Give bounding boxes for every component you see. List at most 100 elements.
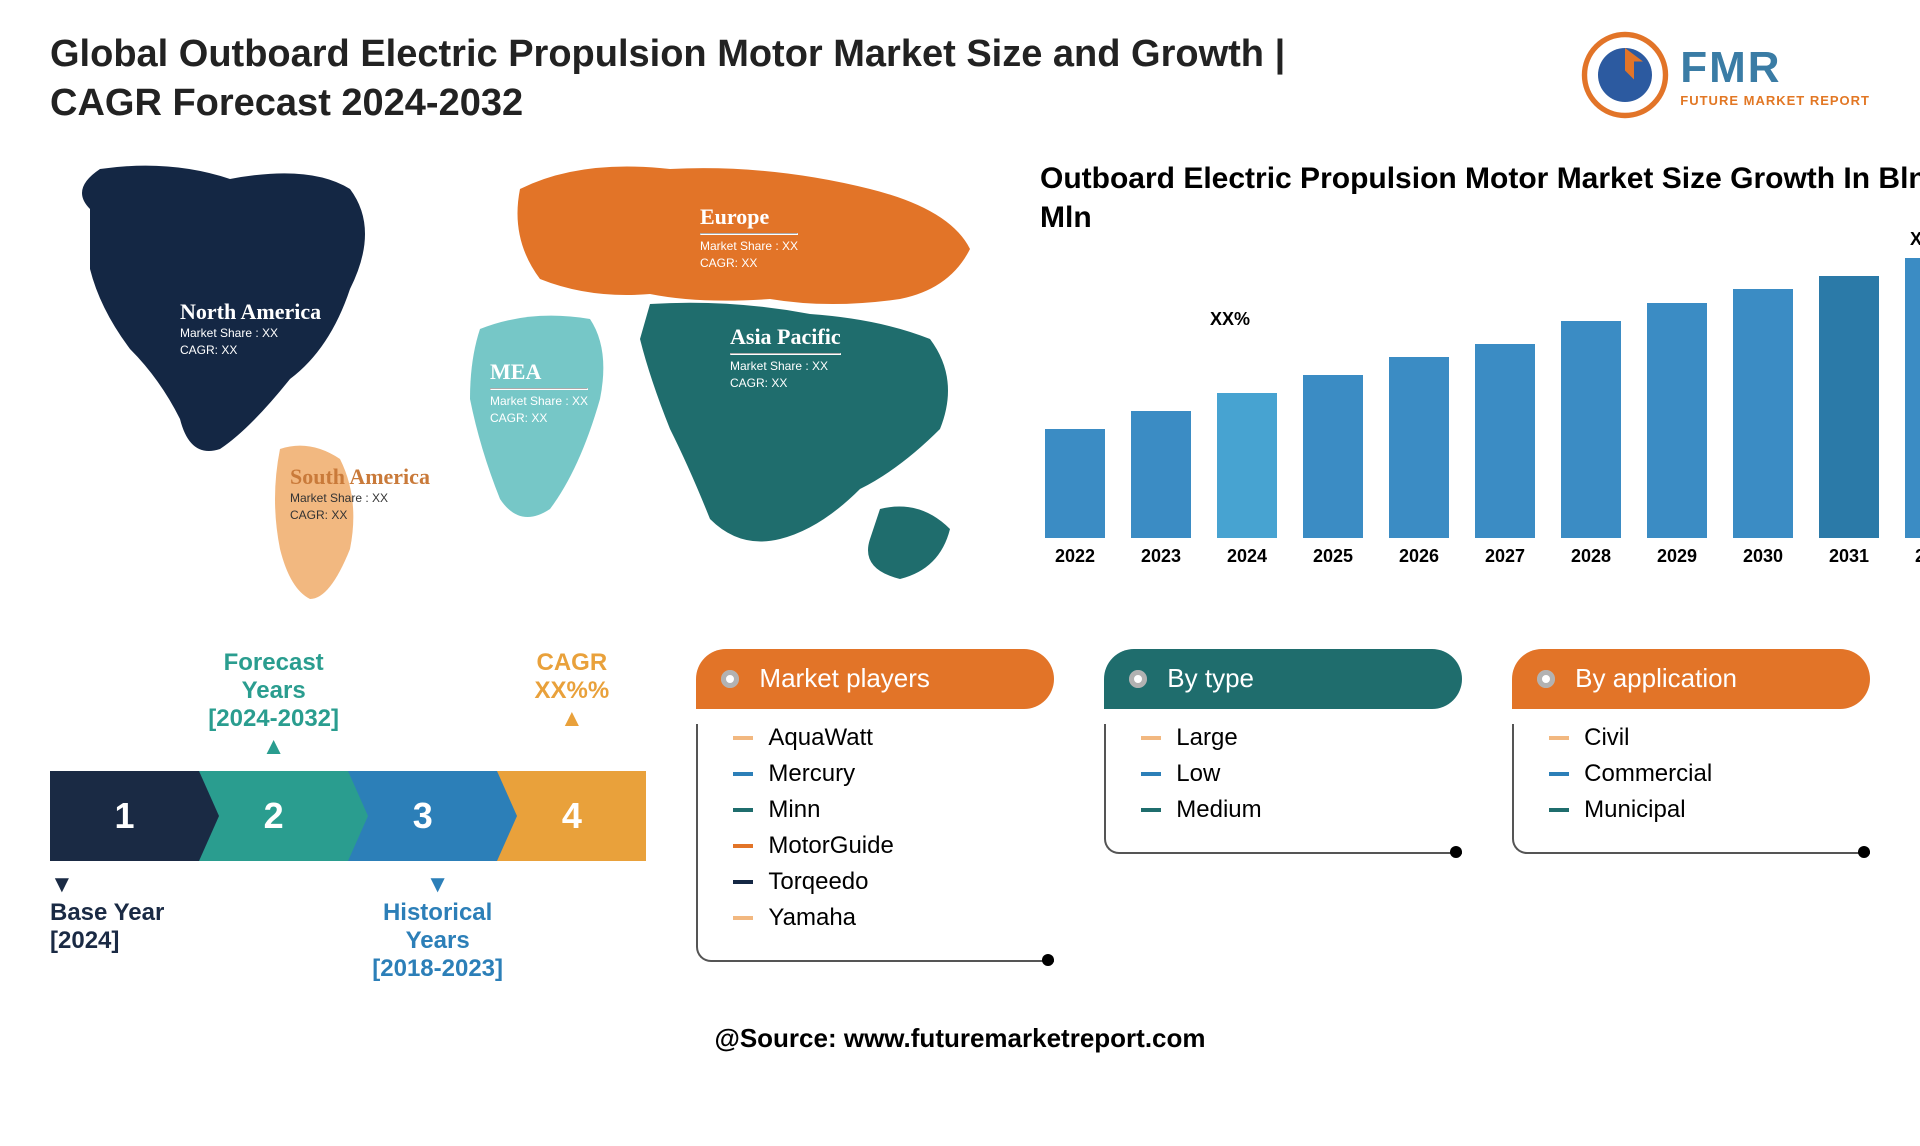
bar-label-2029: 2029 xyxy=(1657,546,1697,567)
dash-icon xyxy=(1141,772,1161,776)
tl-cagr-label: CAGR xyxy=(497,649,646,677)
cat-item-label: Yamaha xyxy=(768,904,856,932)
cat-item: Minn xyxy=(733,796,1054,824)
region-mea-name: MEA xyxy=(490,359,588,385)
source-attribution: @Source: www.futuremarketreport.com xyxy=(50,1023,1870,1054)
chart-title: Outboard Electric Propulsion Motor Marke… xyxy=(1040,159,1920,237)
chart-annot-2: XX% xyxy=(1910,229,1920,250)
bar-label-2032: 2032 xyxy=(1915,546,1920,567)
cat-item: Civil xyxy=(1549,724,1870,752)
bar-2032 xyxy=(1905,258,1920,538)
bar-label-2022: 2022 xyxy=(1055,546,1095,567)
cat-item: Mercury xyxy=(733,760,1054,788)
bar-2028 xyxy=(1561,321,1621,538)
cat-item-label: Low xyxy=(1176,760,1220,788)
region-eu-cagr: CAGR: XX xyxy=(700,255,798,272)
region-ap-cagr: CAGR: XX xyxy=(730,375,841,392)
bar-label-2026: 2026 xyxy=(1399,546,1439,567)
logo: FMR FUTURE MARKET REPORT xyxy=(1580,30,1870,120)
dash-icon xyxy=(733,880,753,884)
bar-2031 xyxy=(1819,276,1879,538)
bar-label-2024: 2024 xyxy=(1227,546,1267,567)
timeline: Forecast Years [2024-2032] ▲ CAGR XX%% ▲… xyxy=(50,649,646,983)
dash-icon xyxy=(1141,808,1161,812)
region-sa-cagr: CAGR: XX xyxy=(290,507,430,524)
timeline-seg-3: 3 xyxy=(348,771,497,861)
cat-item-label: Large xyxy=(1176,724,1237,752)
cat-item-label: Civil xyxy=(1584,724,1629,752)
bar-label-2030: 2030 xyxy=(1743,546,1783,567)
timeline-seg-1: 1 xyxy=(50,771,199,861)
region-sa-share: Market Share : XX xyxy=(290,490,430,507)
dash-icon xyxy=(733,808,753,812)
bar-label-2027: 2027 xyxy=(1485,546,1525,567)
cat-item: Commercial xyxy=(1549,760,1870,788)
market-players-col: Market players AquaWatt Mercury Minn MotorG… xyxy=(696,649,1054,962)
logo-subtitle: FUTURE MARKET REPORT xyxy=(1680,93,1870,108)
players-title: Market players xyxy=(759,663,930,694)
cat-item-label: Minn xyxy=(768,796,820,824)
bar-label-2025: 2025 xyxy=(1313,546,1353,567)
bar-2025 xyxy=(1303,375,1363,538)
cat-item-label: Mercury xyxy=(768,760,855,788)
region-na-name: North America xyxy=(180,299,321,325)
region-na-cagr: CAGR: XX xyxy=(180,342,321,359)
dash-icon xyxy=(1549,736,1569,740)
bar-chart: Outboard Electric Propulsion Motor Marke… xyxy=(1040,149,1920,609)
dash-icon xyxy=(733,916,753,920)
world-map: North America Market Share : XX CAGR: XX… xyxy=(50,149,1000,609)
cat-item-label: AquaWatt xyxy=(768,724,873,752)
dash-icon xyxy=(1549,808,1569,812)
region-sa-name: South America xyxy=(290,464,430,490)
app-title: By application xyxy=(1575,663,1737,694)
bar-2030 xyxy=(1733,289,1793,537)
tl-base-label: Base Year xyxy=(50,899,199,927)
cat-item-label: Medium xyxy=(1176,796,1261,824)
page-title: Global Outboard Electric Propulsion Moto… xyxy=(50,30,1350,129)
dash-icon xyxy=(733,844,753,848)
tl-forecast-range: [2024-2032] xyxy=(199,705,348,733)
cat-item-label: Municipal xyxy=(1584,796,1685,824)
chart-annot-1: XX% xyxy=(1210,309,1250,330)
tl-forecast-label: Forecast Years xyxy=(199,649,348,705)
region-na-share: Market Share : XX xyxy=(180,325,321,342)
logo-brand: FMR xyxy=(1680,43,1870,93)
by-type-col: By type Large Low Medium xyxy=(1104,649,1462,854)
region-eu-name: Europe xyxy=(700,204,798,230)
bar-2029 xyxy=(1647,303,1707,538)
bar-2024 xyxy=(1217,393,1277,538)
bar-2026 xyxy=(1389,357,1449,538)
by-application-col: By application Civil Commercial Municipal xyxy=(1512,649,1870,854)
cat-item: Municipal xyxy=(1549,796,1870,824)
timeline-seg-4: 4 xyxy=(497,771,646,861)
region-mea-cagr: CAGR: XX xyxy=(490,410,588,427)
bar-2022 xyxy=(1045,429,1105,537)
cat-item-label: Commercial xyxy=(1584,760,1712,788)
dash-icon xyxy=(1141,736,1161,740)
bar-2023 xyxy=(1131,411,1191,537)
dash-icon xyxy=(733,736,753,740)
region-ap-name: Asia Pacific xyxy=(730,324,841,350)
tl-cagr-value: XX%% xyxy=(497,677,646,705)
dash-icon xyxy=(733,772,753,776)
bar-label-2028: 2028 xyxy=(1571,546,1611,567)
cat-item: Medium xyxy=(1141,796,1462,824)
tl-hist-range: [2018-2023] xyxy=(348,955,527,983)
region-ap-share: Market Share : XX xyxy=(730,358,841,375)
cat-item-label: MotorGuide xyxy=(768,832,893,860)
type-title: By type xyxy=(1167,663,1254,694)
tl-base-range: [2024] xyxy=(50,927,199,955)
cat-item-label: Torqeedo xyxy=(768,868,868,896)
timeline-seg-2: 2 xyxy=(199,771,348,861)
cat-item: AquaWatt xyxy=(733,724,1054,752)
cat-item: Low xyxy=(1141,760,1462,788)
bar-label-2023: 2023 xyxy=(1141,546,1181,567)
region-mea-share: Market Share : XX xyxy=(490,393,588,410)
bar-2027 xyxy=(1475,344,1535,538)
cat-item: Torqeedo xyxy=(733,868,1054,896)
cat-item: Yamaha xyxy=(733,904,1054,932)
tl-hist-label: Historical Years xyxy=(348,899,527,955)
region-eu-share: Market Share : XX xyxy=(700,238,798,255)
cat-item: Large xyxy=(1141,724,1462,752)
bar-label-2031: 2031 xyxy=(1829,546,1869,567)
